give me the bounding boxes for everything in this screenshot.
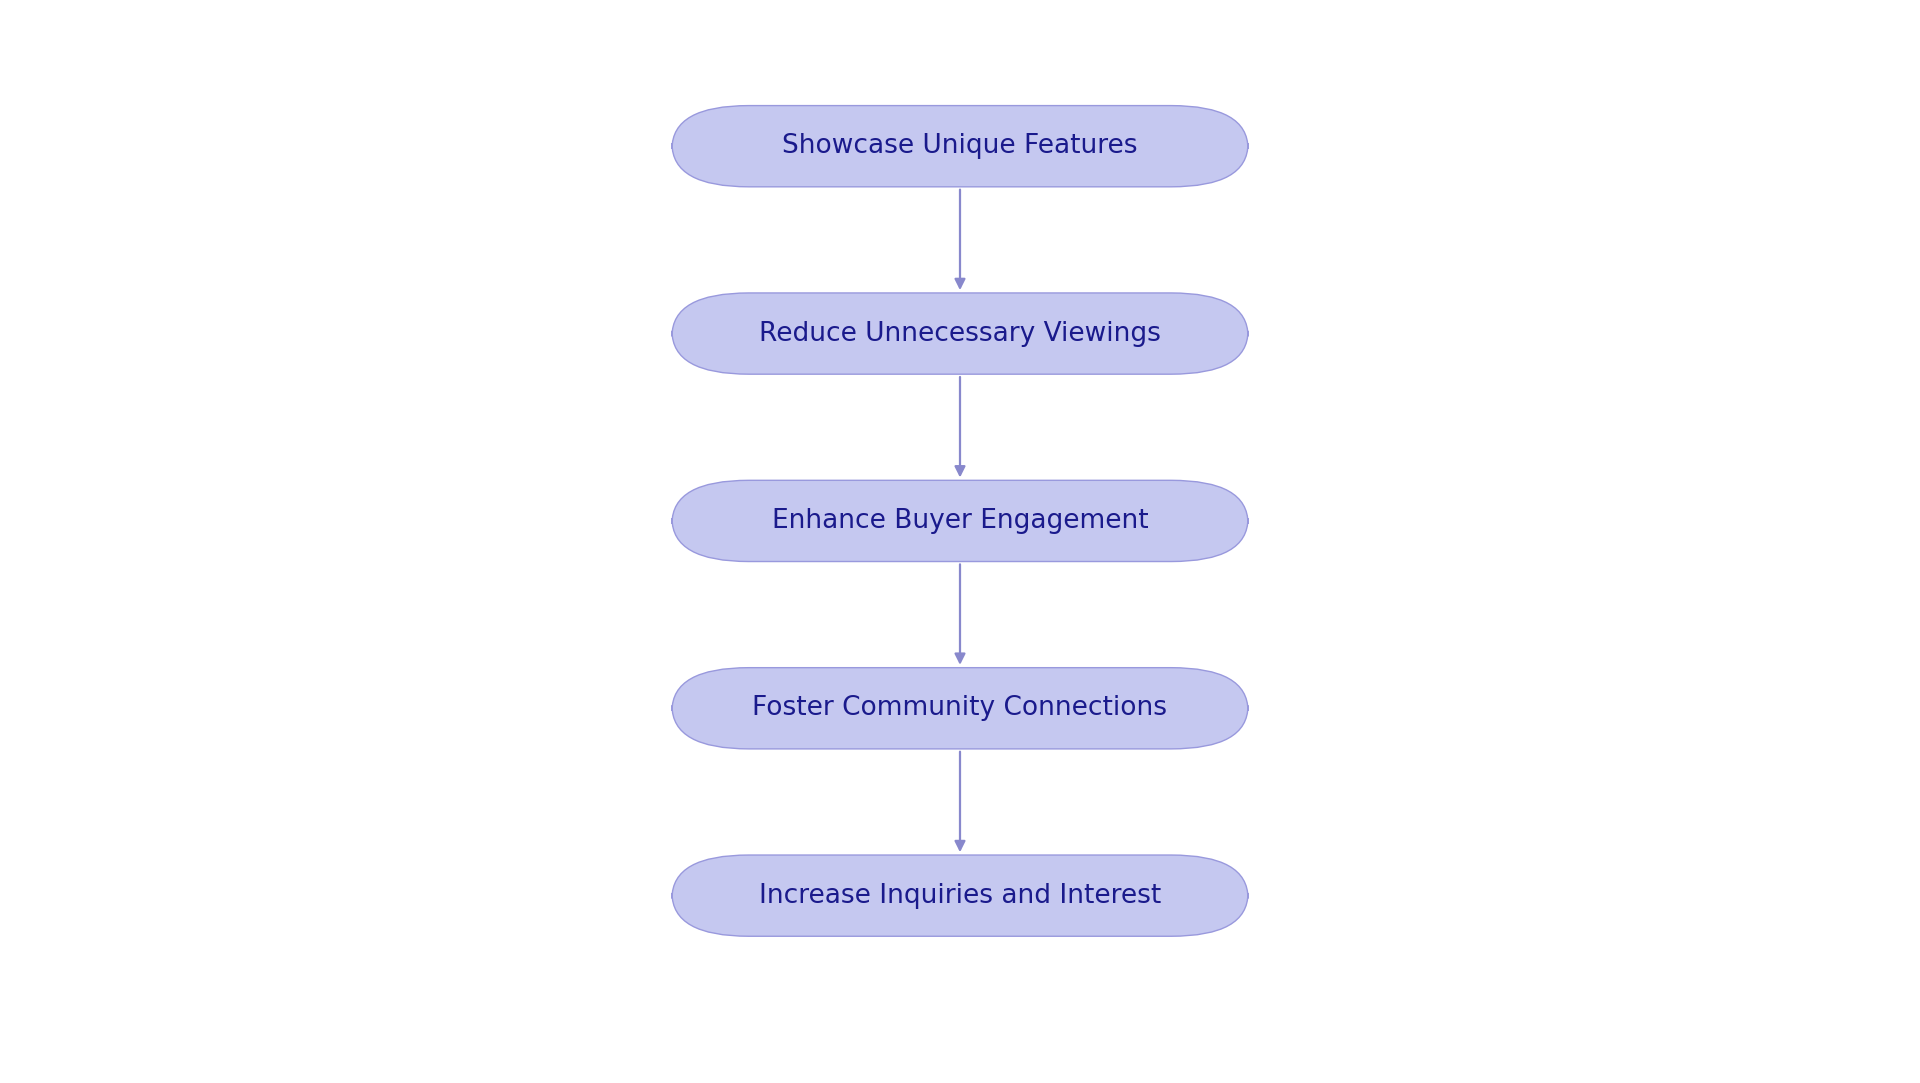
Text: Enhance Buyer Engagement: Enhance Buyer Engagement <box>772 508 1148 534</box>
Text: Increase Inquiries and Interest: Increase Inquiries and Interest <box>758 883 1162 909</box>
FancyBboxPatch shape <box>672 293 1248 375</box>
Text: Foster Community Connections: Foster Community Connections <box>753 695 1167 721</box>
FancyBboxPatch shape <box>672 667 1248 748</box>
Text: Reduce Unnecessary Viewings: Reduce Unnecessary Viewings <box>758 321 1162 347</box>
Text: Showcase Unique Features: Showcase Unique Features <box>781 133 1139 159</box>
FancyBboxPatch shape <box>672 106 1248 186</box>
FancyBboxPatch shape <box>672 481 1248 561</box>
FancyBboxPatch shape <box>672 856 1248 936</box>
